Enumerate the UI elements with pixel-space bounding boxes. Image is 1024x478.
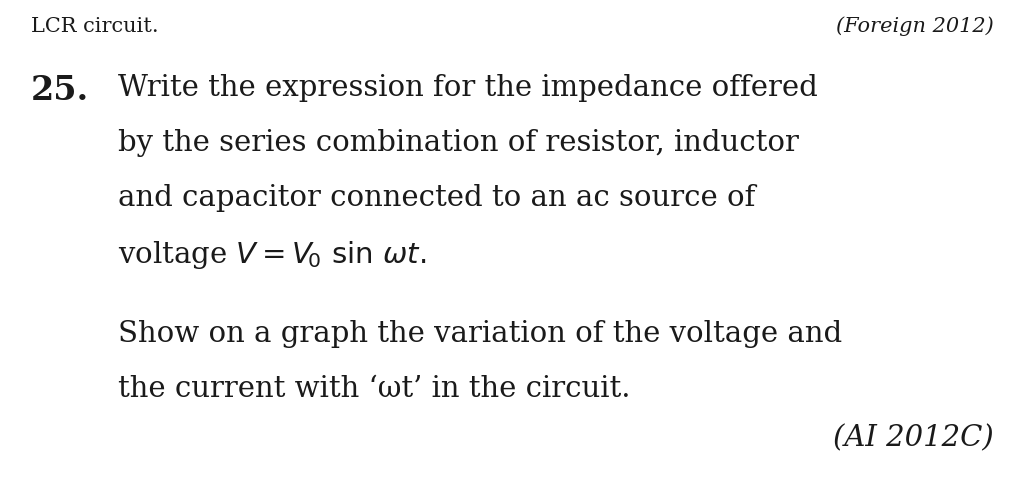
Text: and capacitor connected to an ac source of: and capacitor connected to an ac source … [118, 184, 755, 212]
Text: voltage $V = V_{\!0}\ \mathrm{sin}\ \omega t.$: voltage $V = V_{\!0}\ \mathrm{sin}\ \ome… [118, 239, 426, 271]
Text: 25.: 25. [31, 74, 89, 107]
Text: (AI 2012C): (AI 2012C) [833, 425, 993, 453]
Text: Show on a graph the variation of the voltage and: Show on a graph the variation of the vol… [118, 320, 842, 348]
Text: (Foreign 2012): (Foreign 2012) [836, 17, 993, 36]
Text: LCR circuit.: LCR circuit. [31, 17, 159, 36]
Text: Write the expression for the impedance offered: Write the expression for the impedance o… [118, 74, 817, 102]
Text: by the series combination of resistor, inductor: by the series combination of resistor, i… [118, 129, 799, 157]
Text: the current with ‘ωt’ in the circuit.: the current with ‘ωt’ in the circuit. [118, 375, 630, 403]
